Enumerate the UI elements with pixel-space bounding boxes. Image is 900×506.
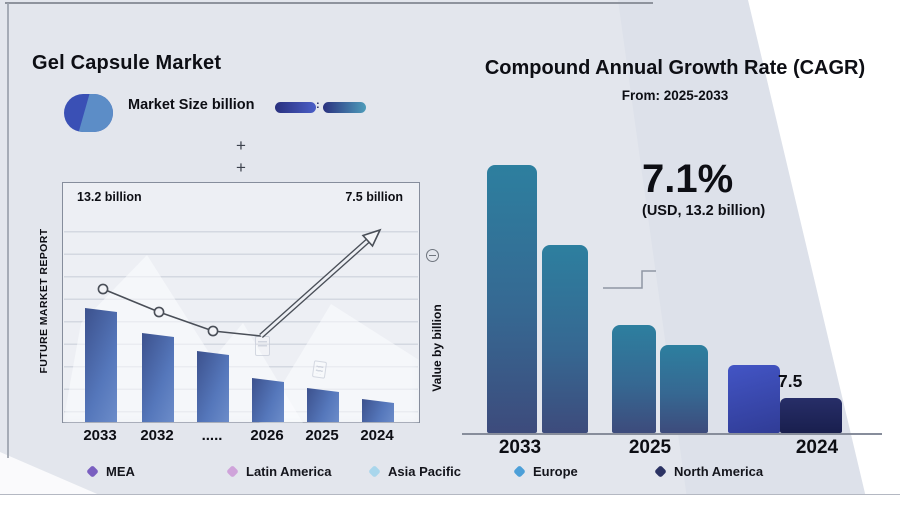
right-x-label: 2033 (498, 437, 542, 458)
legend-marker-icon (86, 465, 99, 478)
left-x-label: 2032 (140, 427, 174, 444)
left-panel-title: Gel Capsule Market (32, 52, 222, 74)
top-edge-line (5, 2, 653, 4)
legend-label: MEA (106, 464, 135, 479)
pill-icon (275, 102, 316, 113)
capsule-icon (64, 94, 113, 132)
line-marker-icon (97, 283, 109, 295)
market-size-bar (252, 378, 284, 422)
cagr-chart: 2033 2025 2024 (460, 150, 885, 458)
right-y-axis-label: Value by billion (430, 304, 444, 392)
end-value-label: 7.5 billion (345, 190, 403, 204)
cagr-bar (487, 165, 537, 433)
plus-icon: + (236, 158, 246, 177)
legend-item[interactable]: Europe (513, 464, 578, 479)
cagr-bar (612, 325, 656, 433)
value-annotation: 7.5 (778, 371, 803, 391)
market-size-bar (197, 351, 229, 422)
cagr-bar (780, 398, 842, 433)
left-x-label: 2024 (360, 427, 394, 444)
legend-marker-icon (226, 465, 239, 478)
market-size-bar (307, 388, 339, 422)
plus-icon: + (236, 136, 246, 155)
right-bars: 2033 2025 2024 (460, 150, 885, 458)
legend-label: Europe (533, 464, 578, 479)
legend-marker-icon (654, 465, 667, 478)
arrow-head-icon (361, 228, 382, 248)
cagr-bar (660, 345, 708, 433)
cagr-value: 7.1% (642, 157, 734, 201)
pill-separator: : (316, 99, 320, 111)
right-panel-subtitle: From: 2025-2033 (621, 88, 729, 103)
x-axis-line (462, 433, 882, 435)
right-x-label: 2025 (628, 437, 672, 458)
cagr-bar (542, 245, 588, 433)
left-x-label: 2033 (83, 427, 117, 444)
left-bars (63, 183, 419, 422)
left-y-axis-label: FUTURE MARKET REPORT (38, 228, 50, 374)
cagr-block: 7.1% (USD, 13.2 billion) (642, 158, 765, 219)
market-size-chart: 13.2 billion 7.5 billion (62, 182, 420, 423)
market-size-bar (85, 308, 117, 422)
left-x-label: 2025 (305, 427, 339, 444)
legend-item[interactable]: MEA (86, 464, 135, 479)
market-size-bar (142, 333, 174, 422)
left-x-label: 2026 (250, 427, 284, 444)
left-x-label: ..... (201, 427, 223, 444)
left-x-labels: 2033 2032..... 2026 2025 2024 (62, 427, 420, 447)
left-edge-line (7, 3, 9, 458)
legend-label: North America (674, 464, 764, 479)
start-value-label: 13.2 billion (77, 190, 142, 204)
cagr-bar (728, 365, 780, 433)
legend-marker-icon (513, 465, 526, 478)
market-size-bar (362, 399, 394, 422)
right-panel-title: Compound Annual Growth Rate (CAGR) (484, 57, 866, 79)
right-x-label: 2024 (795, 437, 839, 458)
step-bracket-decoration (603, 270, 656, 289)
capsule-icon-half (78, 94, 113, 132)
legend-item[interactable]: Latin America (226, 464, 332, 479)
legend-item[interactable]: North America (654, 464, 764, 479)
legend-label: Latin America (246, 464, 332, 479)
trend-line-and-arrow (97, 228, 382, 339)
pill-icon (323, 102, 366, 113)
line-marker-icon (207, 325, 219, 337)
legend: MEA Latin America Asia Pacific Europe North … (0, 464, 900, 490)
line-marker-icon (153, 306, 165, 318)
series-label: Market Size billion (128, 97, 255, 113)
collapse-minus-icon (426, 249, 439, 262)
bottom-strip-decoration (0, 494, 900, 506)
cagr-caption: (USD, 13.2 billion) (642, 203, 766, 219)
legend-marker-icon (368, 465, 381, 478)
legend-label: Asia Pacific (388, 464, 461, 479)
legend-item[interactable]: Asia Pacific (368, 464, 461, 479)
